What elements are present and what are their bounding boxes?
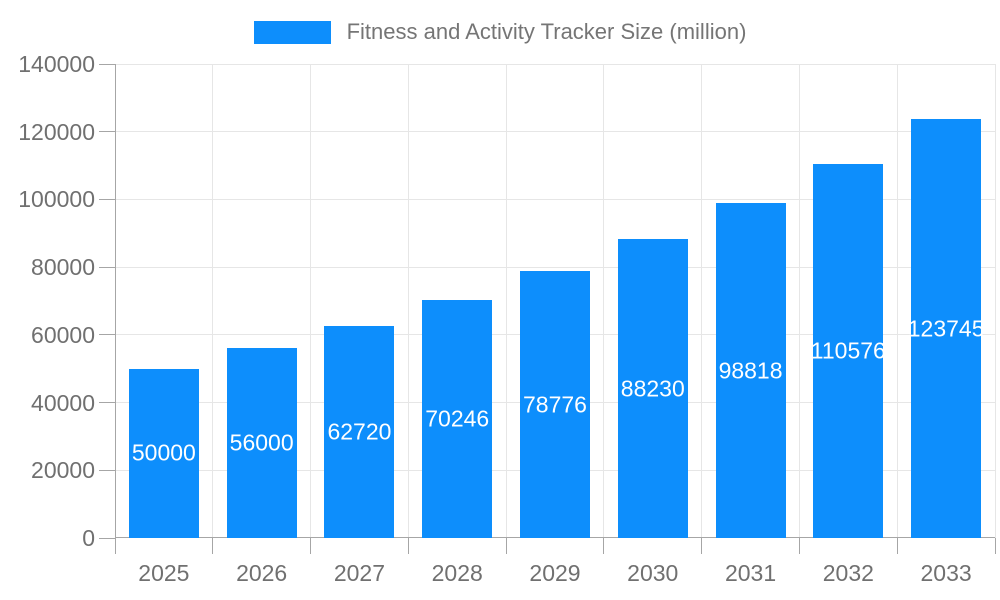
bar[interactable]: [422, 300, 493, 538]
y-axis-label: 0: [82, 525, 95, 551]
bar[interactable]: [128, 368, 199, 538]
y-axis-line: [115, 64, 116, 538]
x-axis-label: 2025: [138, 560, 190, 586]
bar-value-label: 62720: [327, 418, 392, 445]
x-axis-tick: [212, 538, 214, 554]
horizontal-gridline: [115, 266, 995, 268]
vertical-gridline: [896, 64, 898, 538]
bar-value-label: 56000: [229, 429, 294, 456]
bar-value-label: 50000: [131, 439, 196, 466]
x-axis-label: 2026: [236, 560, 288, 586]
vertical-gridline: [798, 64, 800, 538]
vertical-gridline: [212, 64, 214, 538]
bar-value-label: 78776: [523, 391, 587, 418]
bar[interactable]: [715, 203, 786, 538]
legend-swatch[interactable]: [253, 20, 331, 44]
horizontal-gridline: [115, 198, 995, 200]
bar[interactable]: [324, 325, 395, 538]
legend-label[interactable]: Fitness and Activity Tracker Size (milli…: [346, 19, 747, 44]
x-axis-tick: [114, 538, 116, 554]
y-axis-tick: [99, 334, 115, 336]
y-axis-tick: [99, 131, 115, 133]
x-axis-label: 2030: [627, 560, 679, 586]
vertical-gridline: [603, 64, 605, 538]
vertical-gridline: [505, 64, 507, 538]
x-axis-tick: [798, 538, 800, 554]
x-axis-tick: [896, 538, 898, 554]
plot-area: 50000 56000 62720 70246 78776 88230 98818 11057…: [99, 63, 996, 554]
x-axis-label: 2028: [431, 560, 483, 586]
x-axis-label: 2027: [333, 560, 386, 586]
vertical-gridline: [310, 64, 312, 538]
y-axis-label: 100000: [18, 186, 95, 213]
y-axis-label: 120000: [18, 118, 95, 145]
legend: Fitness and Activity Tracker Size (milli…: [0, 19, 1000, 45]
y-axis-tick: [99, 63, 115, 65]
vertical-gridline: [407, 64, 409, 538]
y-axis-label: 80000: [31, 254, 95, 281]
y-axis-tick: [99, 402, 115, 404]
x-axis-tick: [994, 538, 996, 554]
bar-value-label: 88230: [620, 375, 685, 402]
y-axis-label: 20000: [31, 457, 95, 484]
x-axis-tick: [407, 538, 409, 554]
x-axis-label: 2031: [724, 560, 777, 586]
bar[interactable]: [617, 239, 688, 538]
bar[interactable]: [226, 348, 297, 538]
y-axis-label: 140000: [18, 51, 95, 77]
x-axis-tick: [505, 538, 507, 554]
x-axis-tick: [701, 538, 703, 554]
horizontal-gridline: [115, 63, 995, 65]
bar[interactable]: [520, 271, 590, 538]
bar-value-label: 70246: [425, 405, 490, 432]
x-axis-label: 2033: [920, 560, 972, 586]
bar-value-label: 123745: [907, 315, 985, 342]
y-axis-tick: [99, 198, 115, 200]
y-axis-label: 60000: [31, 321, 95, 348]
bar-value-label: 98818: [718, 357, 783, 384]
bar[interactable]: [911, 119, 982, 538]
y-axis-tick: [99, 469, 115, 471]
y-axis-tick: [99, 266, 115, 268]
horizontal-gridline: [115, 131, 995, 133]
vertical-gridline: [701, 64, 703, 538]
vertical-gridline: [994, 64, 996, 538]
y-axis-label: 40000: [31, 389, 95, 416]
x-axis-label: 2032: [822, 560, 874, 586]
x-axis-tick: [603, 538, 605, 554]
y-axis-tick: [99, 537, 115, 539]
bar[interactable]: [813, 163, 884, 538]
x-axis-tick: [310, 538, 312, 554]
bar-value-label: 110576: [810, 337, 886, 364]
x-axis-label: 2029: [529, 560, 581, 586]
